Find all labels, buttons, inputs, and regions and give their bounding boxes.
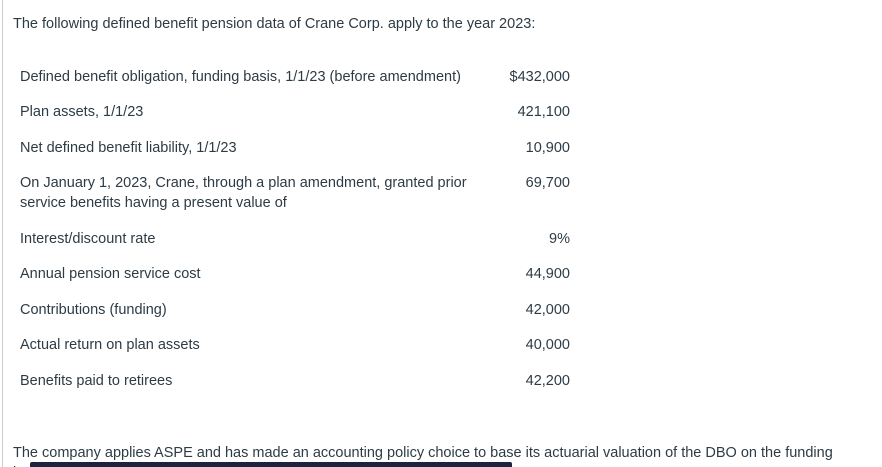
left-border-divider [2,0,3,467]
table-row: Plan assets, 1/1/23 421,100 [20,95,570,131]
row-label: Plan assets, 1/1/23 [20,104,144,120]
row-value: 42,200 [525,372,570,389]
table-row: On January 1, 2023, Crane, through a pla… [20,166,570,222]
table-row: Contributions (funding) 42,000 [20,292,570,328]
row-label: Annual pension service cost [20,266,201,282]
table-row: Interest/discount rate 9% [20,221,570,257]
row-label: Actual return on plan assets [20,337,200,353]
table-row: Defined benefit obligation, funding basi… [20,59,570,95]
row-label: Contributions (funding) [20,301,167,318]
row-value: $432,000 [509,68,570,85]
row-label: Net defined benefit liability, 1/1/23 [20,139,237,156]
row-label: Interest/discount rate [20,230,156,247]
row-label: Benefits paid to retirees [20,372,173,389]
table-row: Actual return on plan assets 40,000 [20,328,570,364]
pension-data-table: Defined benefit obligation, funding basi… [20,59,570,399]
row-value: 44,900 [525,266,570,282]
row-value: 42,000 [525,301,570,318]
row-value: 69,700 [525,175,570,191]
question-title: The following defined benefit pension da… [13,16,536,32]
row-value: 9% [549,230,570,247]
row-value: 10,900 [525,139,570,156]
row-label: Defined benefit obligation, funding basi… [20,68,461,85]
table-row: Net defined benefit liability, 1/1/23 10… [20,130,570,166]
bottom-partial-element [30,462,512,467]
row-value: 40,000 [525,337,570,353]
table-row: Annual pension service cost 44,900 [20,257,570,293]
table-row: Benefits paid to retirees 42,200 [20,363,570,399]
row-label: On January 1, 2023, Crane, through a pla… [20,175,467,211]
row-value: 421,100 [517,104,570,120]
